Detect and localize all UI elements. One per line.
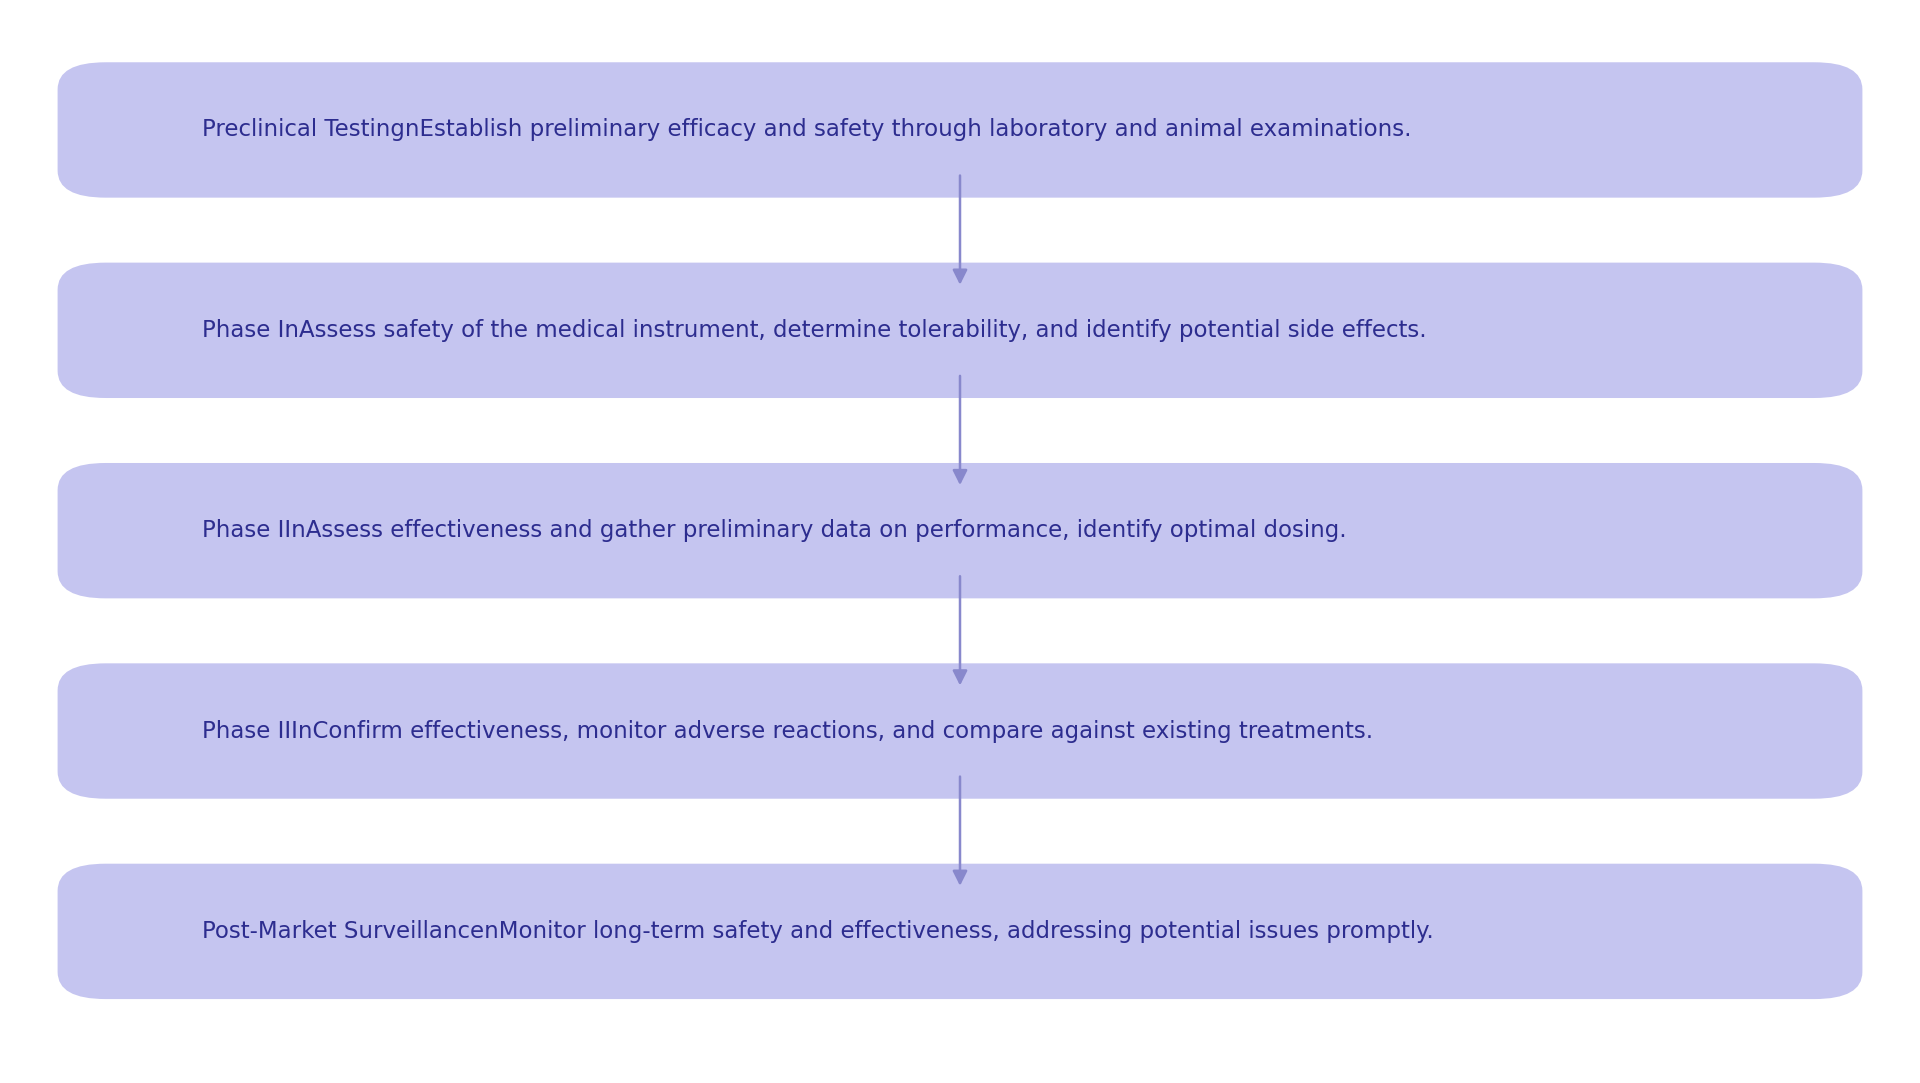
- Text: Phase IInAssess effectiveness and gather preliminary data on performance, identi: Phase IInAssess effectiveness and gather…: [202, 519, 1346, 543]
- FancyBboxPatch shape: [58, 63, 1862, 198]
- Text: Phase IIInConfirm effectiveness, monitor adverse reactions, and compare against : Phase IIInConfirm effectiveness, monitor…: [202, 719, 1373, 743]
- Text: Preclinical TestingnEstablish preliminary efficacy and safety through laboratory: Preclinical TestingnEstablish preliminar…: [202, 118, 1411, 142]
- Text: Phase InAssess safety of the medical instrument, determine tolerability, and ide: Phase InAssess safety of the medical ins…: [202, 318, 1427, 342]
- FancyBboxPatch shape: [58, 263, 1862, 399]
- FancyBboxPatch shape: [58, 464, 1862, 598]
- Text: Post-Market SurveillancenMonitor long-term safety and effectiveness, addressing : Post-Market SurveillancenMonitor long-te…: [202, 919, 1434, 943]
- FancyBboxPatch shape: [58, 663, 1862, 799]
- FancyBboxPatch shape: [58, 864, 1862, 999]
